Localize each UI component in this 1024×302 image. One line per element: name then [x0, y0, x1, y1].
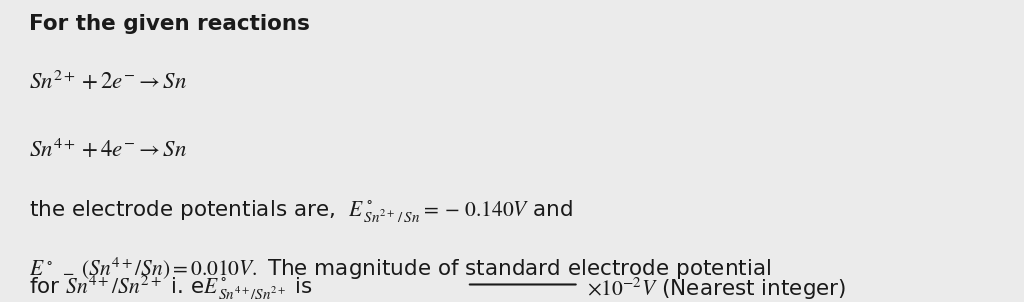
- Text: $Sn^{2+} + 2e^{-} \rightarrow Sn$: $Sn^{2+} + 2e^{-} \rightarrow Sn$: [29, 69, 186, 94]
- Text: $E^\circ$ $_{\mathbf{-}}$ $(Sn^{4+}/Sn) = 0.010V.$ The magnitude of standard ele: $E^\circ$ $_{\mathbf{-}}$ $(Sn^{4+}/Sn) …: [29, 255, 771, 282]
- Text: $\times 10^{-2}V$ (Nearest integer): $\times 10^{-2}V$ (Nearest integer): [587, 276, 846, 302]
- Text: the electrode potentials are,  $E^\circ_{\,Sn^{2+}\,/\,Sn} = -\,0.140V$ and: the electrode potentials are, $E^\circ_{…: [29, 198, 572, 224]
- Text: $Sn^{4+} + 4e^{-} \rightarrow Sn$: $Sn^{4+} + 4e^{-} \rightarrow Sn$: [29, 137, 186, 162]
- Text: for $Sn^{4+}/Sn^{2+}$ i. e$E^\circ_{\,Sn^{4+}/Sn^{2+}}$ is: for $Sn^{4+}/Sn^{2+}$ i. e$E^\circ_{\,Sn…: [29, 274, 312, 302]
- Text: For the given reactions: For the given reactions: [29, 14, 309, 34]
